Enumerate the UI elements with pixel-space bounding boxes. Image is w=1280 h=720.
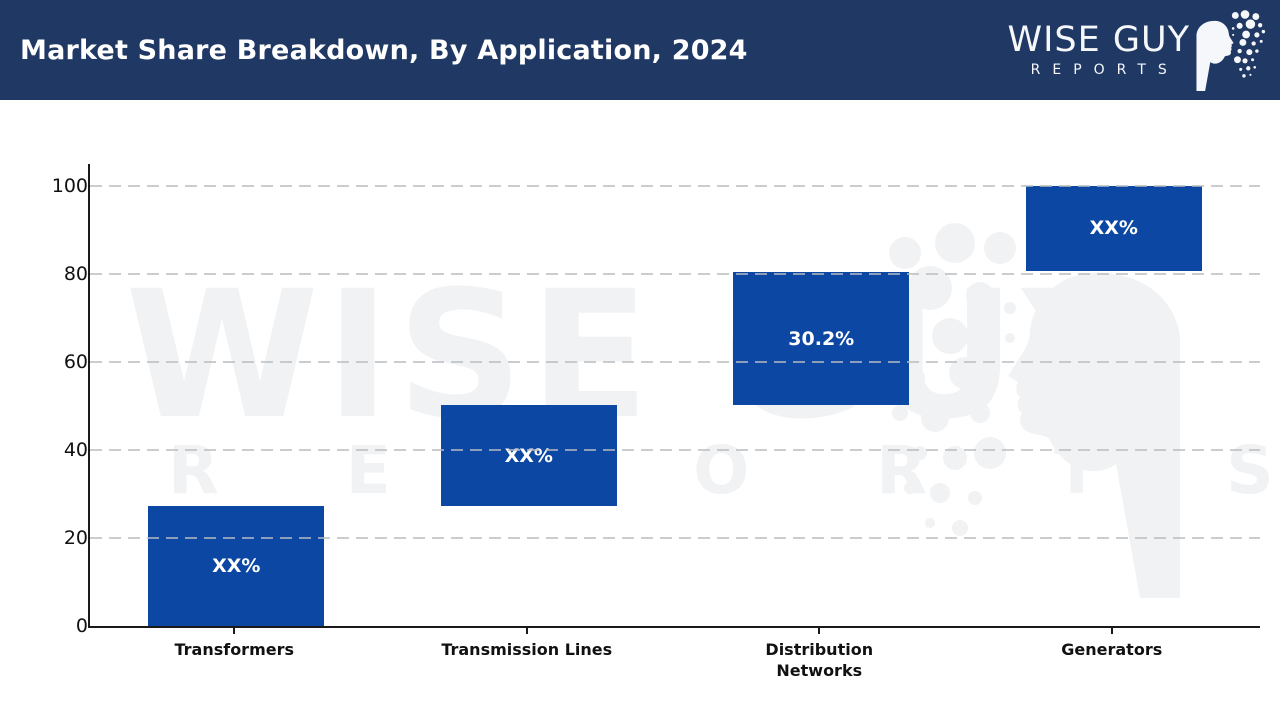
x-tick [818, 626, 821, 634]
plot-area: XX% XX% 30.2% XX% [88, 164, 1260, 628]
y-tick-label-20: 20 [63, 527, 88, 549]
wiseguy-face-icon [1196, 10, 1266, 91]
bar-value-label: XX% [1089, 217, 1138, 240]
x-category-label: Generators [1061, 640, 1163, 659]
x-category-label: Transmission Lines [441, 640, 613, 659]
logo-wordmark: WISE GUY [1007, 20, 1190, 60]
page-title: Market Share Breakdown, By Application, … [20, 34, 748, 66]
x-tick [233, 626, 236, 634]
gridline-60 [90, 361, 1260, 363]
x-category-label: Transformers [174, 640, 295, 659]
bar-transformers: XX% [148, 505, 325, 626]
bar-value-label: 30.2% [788, 327, 855, 350]
bar-value-label: XX% [212, 554, 261, 577]
y-tick-label-100: 100 [51, 175, 88, 197]
logo-subtitle: REPORTS [1030, 62, 1179, 78]
x-category-label: Distribution Networks [765, 640, 874, 680]
bar-generators: XX% [1025, 186, 1202, 271]
x-tick [1110, 626, 1113, 634]
wiseguy-logo: WISE GUY REPORTS [1007, 9, 1266, 91]
y-tick-label-40: 40 [63, 439, 88, 461]
bar-value-label: XX% [504, 444, 553, 467]
y-tick-label-0: 0 [75, 615, 88, 637]
y-tick-label-60: 60 [63, 351, 88, 373]
x-tick [525, 626, 528, 634]
gridline-20 [90, 537, 1260, 539]
gridline-80 [90, 273, 1260, 275]
bar-distribution-networks: 30.2% [733, 272, 910, 406]
gridline-100 [90, 185, 1260, 187]
gridline-40 [90, 449, 1260, 451]
header-bar: Market Share Breakdown, By Application, … [0, 0, 1280, 100]
bar-transmission-lines: XX% [440, 405, 617, 506]
y-tick-label-80: 80 [63, 263, 88, 285]
